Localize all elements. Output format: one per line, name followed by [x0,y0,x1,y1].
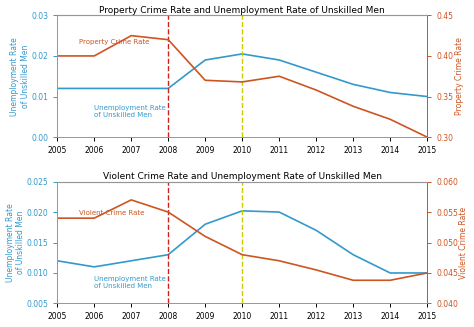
Text: Violent Crime Rate: Violent Crime Rate [80,210,145,216]
Title: Property Crime Rate and Unemployment Rate of Unskilled Men: Property Crime Rate and Unemployment Rat… [100,6,385,15]
Y-axis label: Violent Crime Rate: Violent Crime Rate [459,206,468,279]
Title: Violent Crime Rate and Unemployment Rate of Unskilled Men: Violent Crime Rate and Unemployment Rate… [103,172,382,181]
Text: Property Crime Rate: Property Crime Rate [80,39,150,45]
Text: Unemployment Rate
of Unskilled Men: Unemployment Rate of Unskilled Men [94,276,166,289]
Text: Unemployment Rate
of Unskilled Men: Unemployment Rate of Unskilled Men [94,105,166,118]
Y-axis label: Unemployment Rate
of Unskilled Men: Unemployment Rate of Unskilled Men [10,37,30,116]
Y-axis label: Unemployment Rate
of Unskilled Men: Unemployment Rate of Unskilled Men [6,203,25,282]
Y-axis label: Property Crime Rate: Property Crime Rate [455,37,464,115]
